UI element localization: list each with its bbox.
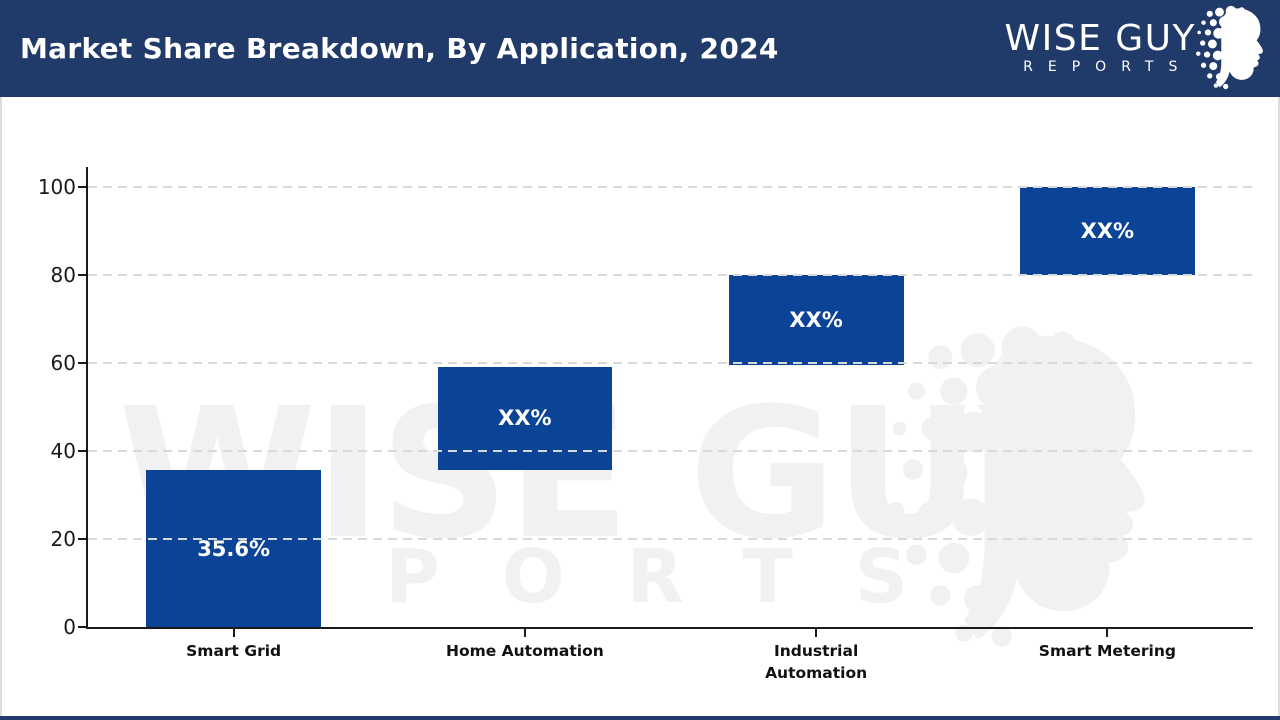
y-tick-mark	[78, 186, 86, 188]
bar: XX%	[728, 275, 904, 365]
bar: 35.6%	[146, 470, 321, 627]
gridline	[88, 186, 1253, 188]
header: Market Share Breakdown, By Application, …	[0, 0, 1280, 97]
category-label: Smart Grid	[186, 642, 282, 660]
y-tick-label: 80	[50, 263, 76, 287]
gridline	[88, 274, 1253, 276]
wise-guy-logo: WISE GUY REPORTS	[1005, 5, 1271, 90]
y-tick-label: 20	[50, 527, 76, 551]
y-tick-mark	[78, 538, 86, 540]
y-tick-label: 100	[37, 175, 76, 199]
plot-area: 0 20 40 60 80 100 35.6% Smart Grid XX% Home Autom…	[38, 167, 1253, 682]
x-tick-mark	[1106, 629, 1109, 637]
x-tick-mark	[815, 629, 818, 637]
y-tick-label: 40	[50, 439, 76, 463]
y-tick-mark	[78, 450, 86, 452]
bar-value-label: XX%	[789, 307, 843, 332]
category-label: Smart Metering	[1038, 642, 1176, 660]
gridline	[88, 450, 1253, 452]
category-label: Home Automation	[445, 642, 604, 660]
logo-subtitle: REPORTS	[1023, 58, 1193, 75]
y-tick-mark	[78, 362, 86, 364]
x-tick-mark	[232, 629, 235, 637]
bar: XX%	[437, 366, 613, 471]
y-tick-label: 0	[63, 615, 76, 639]
page-title: Market Share Breakdown, By Application, …	[20, 32, 779, 65]
y-tick-mark	[78, 274, 86, 276]
bar-value-label: XX%	[1080, 219, 1135, 243]
category-label: Industrial Automation	[765, 642, 868, 682]
x-axis-line	[86, 627, 1253, 629]
y-axis-line	[86, 167, 88, 629]
x-tick-mark	[523, 629, 526, 637]
bar-value-label: 35.6%	[197, 536, 271, 561]
y-tick-label: 60	[50, 351, 76, 375]
bar-value-label: XX%	[498, 406, 552, 431]
logo-head-icon	[1192, 5, 1270, 90]
y-tick-mark	[78, 626, 86, 628]
bar: XX%	[1020, 187, 1195, 275]
gridline	[88, 538, 1253, 540]
logo-wordmark: WISE GUY	[1004, 18, 1196, 60]
logo-text: WISE GUY REPORTS	[1005, 20, 1197, 75]
gridline	[88, 362, 1253, 364]
footer-strip	[0, 716, 1280, 720]
